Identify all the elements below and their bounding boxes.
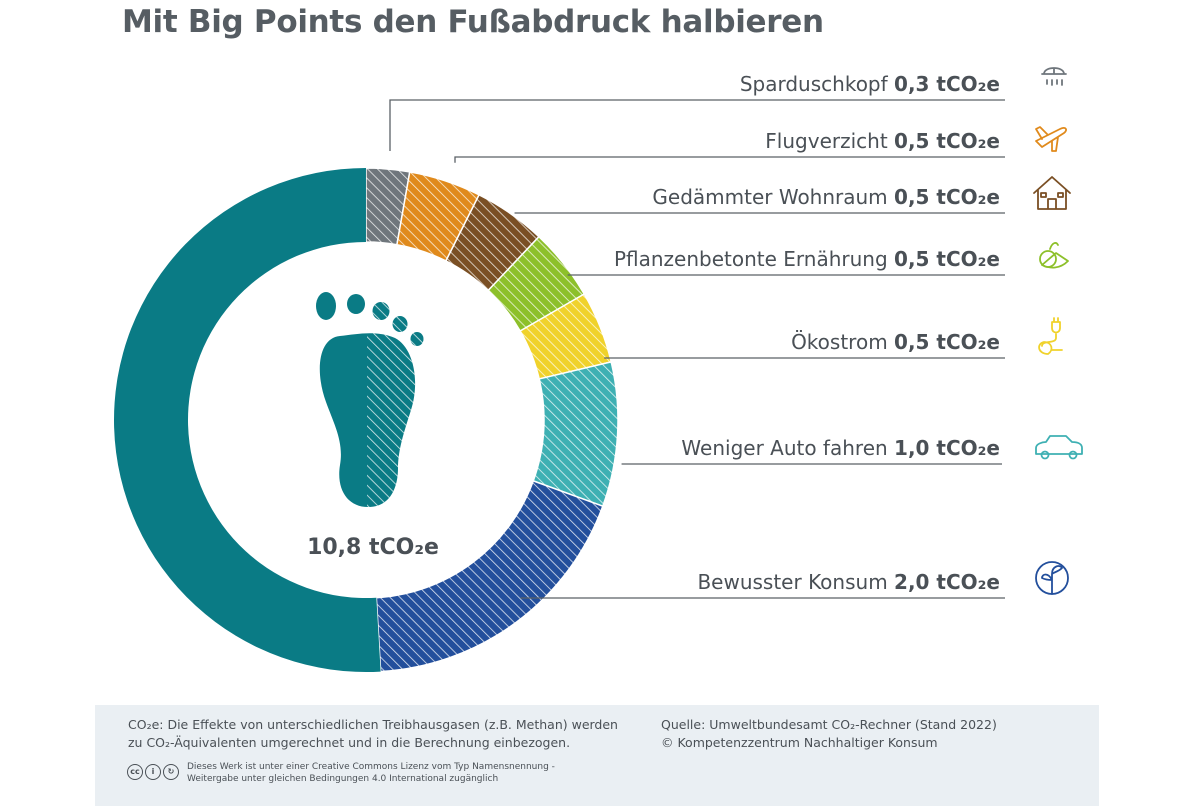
airplane-icon (1035, 126, 1067, 152)
chart-title: Mit Big Points den Fußabdruck halbieren (122, 4, 824, 40)
slice-label: Bewusster Konsum 2,0 tCO₂e (697, 570, 1000, 594)
donut-slice (444, 193, 540, 292)
slice-name: Flugverzicht (765, 129, 894, 153)
source-note: Quelle: Umweltbundesamt CO₂-Rechner (Sta… (661, 716, 997, 752)
leader-lines (389, 99, 1005, 599)
leader-line (389, 99, 1005, 151)
share-alike-badge-icon: ↻ (163, 764, 179, 780)
slice-name: Sparduschkopf (740, 72, 894, 96)
slice-value: 0,5 tCO₂e (894, 185, 1000, 209)
slice-name: Pflanzenbetonte Ernährung (614, 247, 894, 271)
slice-label: Ökostrom 0,5 tCO₂e (791, 330, 1000, 354)
cc-badge-icon: cc (127, 764, 143, 780)
donut-slice (396, 170, 481, 262)
license-block: cc i ↻ Dieses Werk ist unter einer Creat… (127, 761, 555, 785)
donut-slice (532, 360, 619, 508)
co2e-note-line: zu CO₂-Äquivalenten umgerechnet und in d… (128, 735, 571, 750)
slice-value: 0,5 tCO₂e (894, 247, 1000, 271)
creative-commons-icon: cc i ↻ (127, 764, 179, 780)
remaining-footprint-slice (114, 168, 381, 672)
slice-label: Pflanzenbetonte Ernährung 0,5 tCO₂e (614, 247, 1000, 271)
footer-panel: CO₂e: Die Effekte von unterschiedlichen … (95, 705, 1099, 806)
slice-value: 0,5 tCO₂e (894, 129, 1000, 153)
co2e-explanation: CO₂e: Die Effekte von unterschiedlichen … (128, 716, 618, 752)
slice-label: Gedämmter Wohnraum 0,5 tCO₂e (652, 185, 1000, 209)
copyright-line: © Kompetenzzentrum Nachhaltiger Konsum (661, 735, 938, 750)
car-icon (1035, 435, 1083, 460)
slice-value: 0,5 tCO₂e (894, 330, 1000, 354)
donut-chart: Sparduschkopf 0,3 tCO₂e Flugverzicht 0,5 … (114, 67, 1083, 673)
slice-labels: Sparduschkopf 0,3 tCO₂e Flugverzicht 0,5 … (614, 72, 1000, 594)
slice-label: Weniger Auto fahren 1,0 tCO₂e (681, 436, 1000, 460)
green-power-plug-icon (1038, 317, 1063, 355)
slice-label: Sparduschkopf 0,3 tCO₂e (740, 72, 1000, 96)
slice-name: Gedämmter Wohnraum (652, 185, 894, 209)
slice-label: Flugverzicht 0,5 tCO₂e (765, 129, 1000, 153)
slice-name: Ökostrom (791, 330, 894, 354)
leader-line (454, 156, 1005, 163)
donut-slice (375, 479, 604, 673)
donut-slices (114, 167, 619, 673)
license-line: Dieses Werk ist unter einer Creative Com… (187, 762, 555, 772)
globe-plant-icon (1035, 561, 1069, 595)
slice-icons (1033, 67, 1083, 595)
slice-value: 2,0 tCO₂e (894, 570, 1000, 594)
source-line: Quelle: Umweltbundesamt CO₂-Rechner (Sta… (661, 717, 997, 732)
vegetables-icon (1039, 242, 1069, 269)
co2e-note-line: CO₂e: Die Effekte von unterschiedlichen … (128, 717, 618, 732)
attribution-badge-icon: i (145, 764, 161, 780)
slice-name: Bewusster Konsum (697, 570, 894, 594)
house-icon (1033, 176, 1071, 210)
slice-name: Weniger Auto fahren (681, 436, 894, 460)
slice-value: 1,0 tCO₂e (894, 436, 1000, 460)
total-footprint-label: 10,8 tCO₂e (307, 535, 439, 560)
footprint-icon (316, 292, 424, 508)
shower-head-icon (1041, 67, 1067, 86)
license-line: Weitergabe unter gleichen Bedingungen 4.… (187, 774, 499, 784)
slice-value: 0,3 tCO₂e (894, 72, 1000, 96)
